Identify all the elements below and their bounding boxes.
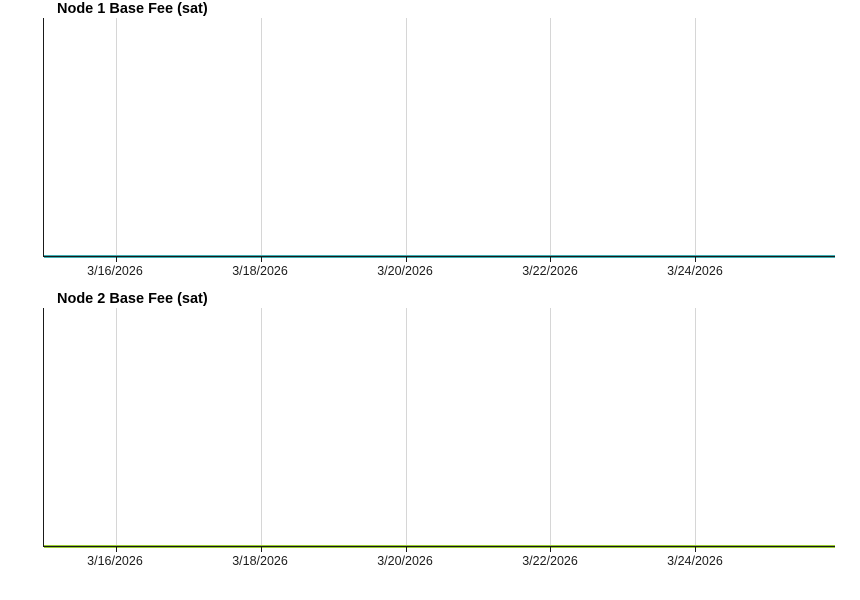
- chart-node-1-base-fee: Node 1 Base Fee (sat) 3/16/2026 3/18/202…: [0, 0, 860, 281]
- gridline: [260, 18, 262, 257]
- gridline: [405, 308, 407, 547]
- x-tick-label: 3/20/2026: [377, 264, 433, 278]
- gridline: [115, 18, 117, 257]
- gridline: [695, 308, 697, 547]
- x-axis-tick: [115, 257, 117, 262]
- gridline: [550, 18, 552, 257]
- x-axis-line: [44, 256, 835, 257]
- x-axis-tick: [405, 547, 407, 552]
- gridline: [405, 18, 407, 257]
- gridline: [115, 308, 117, 547]
- x-tick-label: 3/16/2026: [87, 264, 143, 278]
- x-axis-tick: [115, 547, 117, 552]
- gridline: [695, 18, 697, 257]
- x-axis-labels: 3/16/2026 3/18/2026 3/20/2026 3/22/2026 …: [43, 257, 835, 281]
- chart-title: Node 1 Base Fee (sat): [57, 1, 208, 17]
- x-tick-label: 3/16/2026: [87, 554, 143, 568]
- x-tick-label: 3/24/2026: [667, 264, 723, 278]
- x-axis-tick: [260, 257, 262, 262]
- x-axis-tick: [260, 547, 262, 552]
- x-tick-label: 3/18/2026: [232, 554, 288, 568]
- gridline: [550, 308, 552, 547]
- chart-node-2-base-fee: Node 2 Base Fee (sat) 3/16/2026 3/18/202…: [0, 291, 860, 571]
- x-axis-tick: [695, 547, 697, 552]
- x-tick-label: 3/22/2026: [522, 554, 578, 568]
- x-axis-tick: [405, 257, 407, 262]
- plot-area: [43, 18, 835, 262]
- x-tick-label: 3/18/2026: [232, 264, 288, 278]
- x-axis-line: [44, 546, 835, 547]
- x-axis-labels: 3/16/2026 3/18/2026 3/20/2026 3/22/2026 …: [43, 547, 835, 571]
- plot-area: [43, 308, 835, 552]
- gridline: [260, 308, 262, 547]
- x-axis-tick: [695, 257, 697, 262]
- x-axis-tick: [550, 257, 552, 262]
- x-tick-label: 3/20/2026: [377, 554, 433, 568]
- x-tick-label: 3/24/2026: [667, 554, 723, 568]
- x-axis-tick: [550, 547, 552, 552]
- x-tick-label: 3/22/2026: [522, 264, 578, 278]
- chart-title: Node 2 Base Fee (sat): [57, 291, 208, 307]
